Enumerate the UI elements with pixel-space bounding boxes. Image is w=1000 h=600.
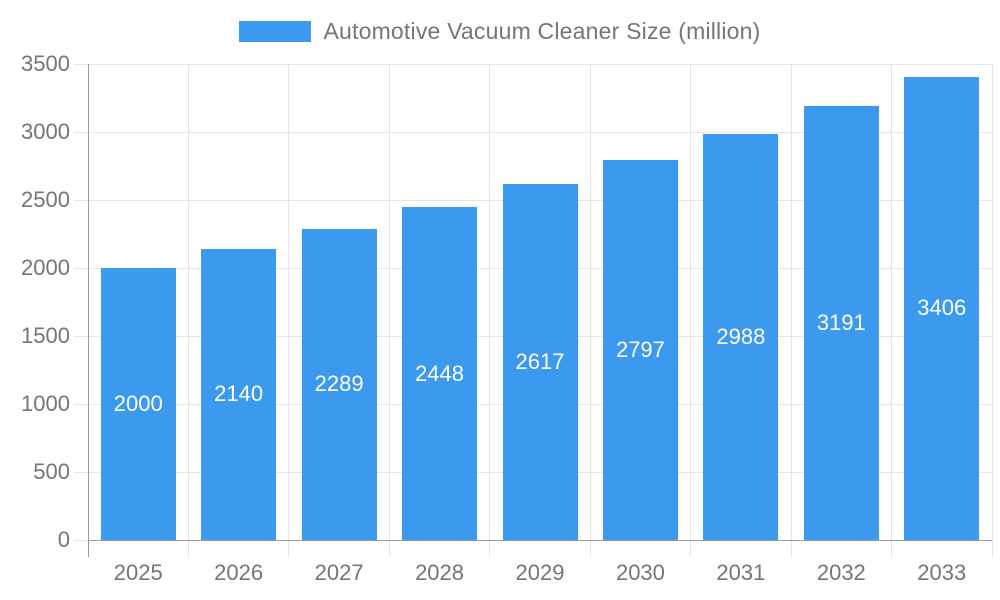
- bar-value-label: 2289: [314, 371, 364, 397]
- bar-value-label: 2000: [113, 391, 163, 416]
- y-tick-label: 2500: [21, 187, 70, 212]
- bar: [904, 76, 980, 540]
- x-gridline: [388, 64, 390, 557]
- y-axis-line: [87, 64, 89, 557]
- bar: [602, 159, 678, 540]
- legend-label: Automotive Vacuum Cleaner Size (million): [323, 18, 761, 44]
- bar-value-label: 2140: [214, 381, 264, 407]
- bar-value-label: 3406: [917, 295, 967, 321]
- x-gridline: [187, 64, 189, 557]
- x-tick-label: 2027: [314, 560, 364, 585]
- legend-swatch: [239, 21, 312, 42]
- y-gridline: [74, 63, 992, 65]
- bar: [402, 207, 478, 540]
- y-tick-label: 0: [57, 527, 70, 552]
- x-gridline: [288, 64, 290, 557]
- x-tick-label: 2032: [816, 560, 866, 585]
- x-gridline: [790, 64, 792, 557]
- legend[interactable]: Automotive Vacuum Cleaner Size (million): [0, 18, 1000, 45]
- y-tick-label: 3000: [21, 119, 70, 144]
- bar-value-label: 2448: [415, 360, 465, 386]
- bar: [803, 106, 879, 540]
- x-gridline: [489, 64, 491, 557]
- bar-value-label: 2797: [615, 336, 665, 362]
- x-axis-line: [88, 539, 992, 541]
- x-gridline: [891, 64, 893, 557]
- x-tick-label: 2030: [615, 560, 665, 585]
- y-tick-label: 3500: [21, 51, 70, 76]
- x-gridline: [690, 64, 692, 557]
- x-tick-label: 2033: [917, 560, 967, 585]
- y-tick-label: 1500: [21, 323, 70, 348]
- y-tick-label: 1000: [21, 391, 70, 416]
- y-gridline: [74, 131, 992, 133]
- x-tick-label: 2026: [214, 560, 264, 585]
- bar: [703, 133, 779, 540]
- x-tick-label: 2028: [415, 560, 465, 585]
- y-tick-label: 500: [33, 459, 70, 484]
- bar: [301, 228, 377, 540]
- bar-value-label: 2988: [716, 323, 766, 349]
- x-tick-label: 2029: [515, 560, 565, 585]
- bar: [201, 248, 277, 540]
- bar-value-label: 2617: [515, 349, 565, 375]
- x-tick-label: 2025: [113, 560, 163, 585]
- x-gridline: [991, 64, 993, 557]
- bar: [100, 268, 176, 540]
- y-tick-label: 2000: [21, 255, 70, 280]
- x-tick-label: 2031: [716, 560, 766, 585]
- bar-value-label: 3191: [816, 310, 866, 335]
- bar: [502, 184, 578, 540]
- x-gridline: [589, 64, 591, 557]
